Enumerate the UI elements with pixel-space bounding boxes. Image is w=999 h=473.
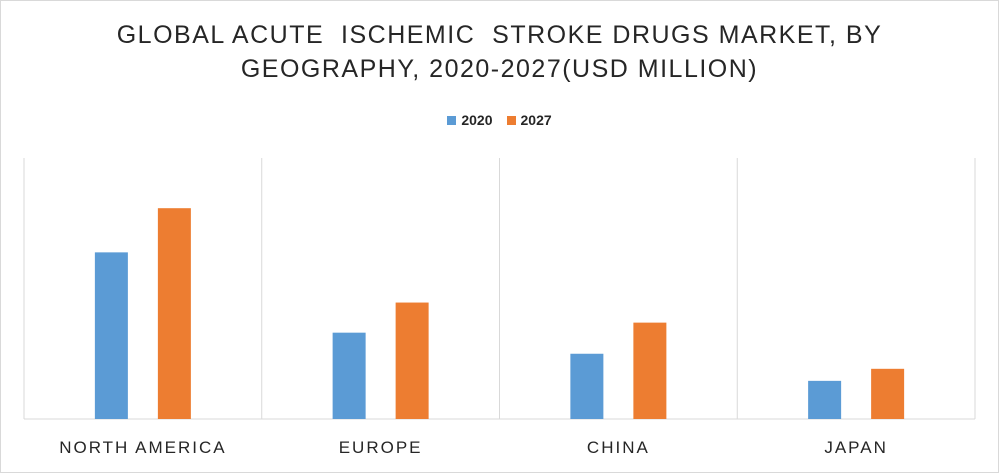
x-tick-label-europe: EUROPE [339, 438, 423, 457]
chart-legend: 2020 2027 [0, 112, 999, 128]
bar-2027-japan [871, 368, 905, 419]
chart-title-line-1: GLOBAL ACUTE ISCHEMIC STROKE DRUGS MARKE… [116, 21, 883, 49]
bar-2027-china [633, 322, 667, 419]
chart-title-line-2: GEOGRAPHY, 2020-2027(USD MILLION) [240, 55, 759, 83]
bar-2020-japan [808, 380, 842, 419]
legend-label-2027: 2027 [520, 112, 552, 128]
x-tick-label-north-america: NORTH AMERICA [59, 438, 226, 457]
bar-2020-north-america [94, 252, 128, 419]
legend-label-2020: 2020 [461, 112, 493, 128]
bar-2027-europe [395, 302, 429, 419]
chart-title: GLOBAL ACUTE ISCHEMIC STROKE DRUGS MARKE… [0, 18, 999, 86]
legend-item-2020: 2020 [447, 112, 493, 128]
x-tick-label-china: CHINA [587, 438, 650, 457]
bar-2027-north-america [157, 208, 191, 419]
bar-2020-europe [332, 332, 366, 419]
legend-swatch-2027 [506, 115, 516, 125]
bar-2020-china [570, 353, 604, 419]
legend-item-2027: 2027 [506, 112, 552, 128]
x-tick-label-japan: JAPAN [824, 438, 888, 457]
legend-swatch-2020 [447, 115, 457, 125]
